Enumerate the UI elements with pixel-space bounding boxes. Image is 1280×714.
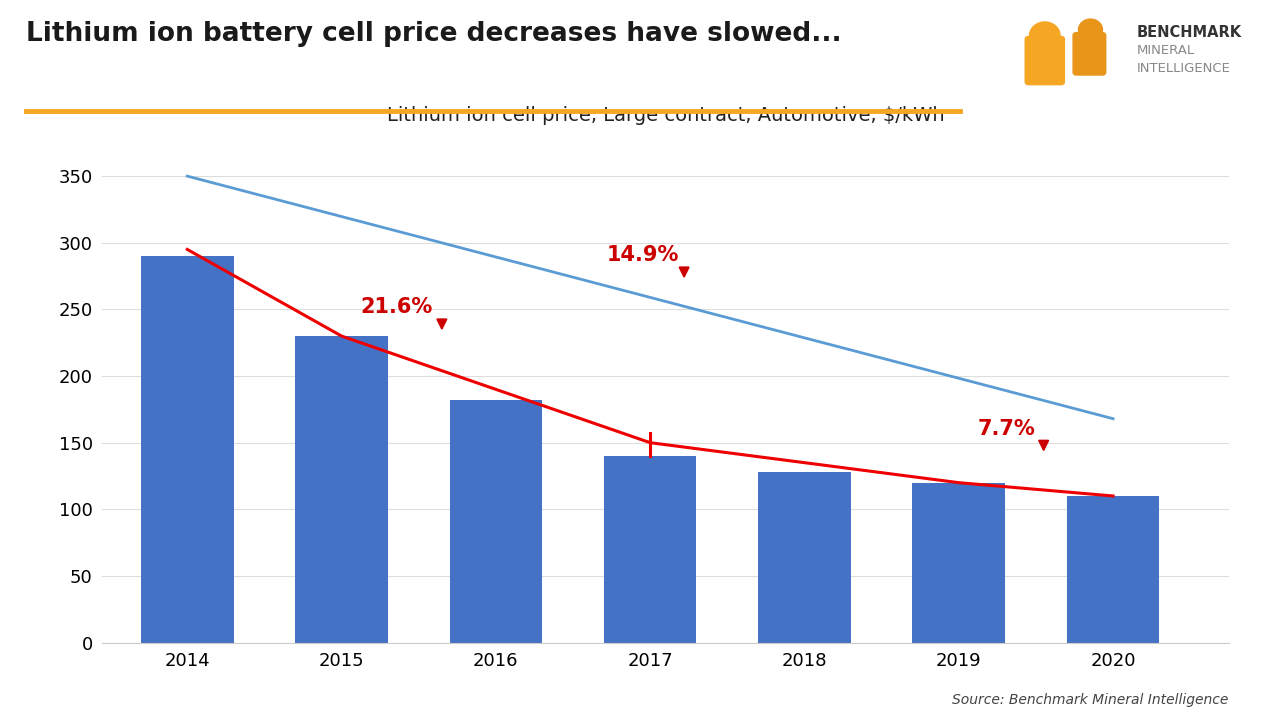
- Title: Lithium ion cell price, Large contract, Automotive, $/kWh: Lithium ion cell price, Large contract, …: [387, 106, 945, 124]
- Text: 21.6%: 21.6%: [360, 298, 433, 318]
- Bar: [449, 400, 543, 643]
- Circle shape: [1029, 22, 1060, 49]
- Bar: [296, 336, 388, 643]
- Bar: [604, 456, 696, 643]
- Circle shape: [1079, 19, 1102, 40]
- FancyBboxPatch shape: [1025, 36, 1065, 85]
- Text: BENCHMARK: BENCHMARK: [1137, 25, 1242, 40]
- Bar: [913, 483, 1005, 643]
- Text: 7.7%: 7.7%: [978, 418, 1036, 438]
- Bar: [141, 256, 233, 643]
- Bar: [758, 472, 851, 643]
- Text: INTELLIGENCE: INTELLIGENCE: [1137, 62, 1230, 75]
- FancyBboxPatch shape: [1073, 33, 1106, 75]
- Bar: [1066, 496, 1160, 643]
- Text: Source: Benchmark Mineral Intelligence: Source: Benchmark Mineral Intelligence: [952, 693, 1229, 707]
- Text: 14.9%: 14.9%: [607, 246, 680, 266]
- Text: MINERAL: MINERAL: [1137, 44, 1194, 57]
- Text: Lithium ion battery cell price decreases have slowed...: Lithium ion battery cell price decreases…: [26, 21, 841, 47]
